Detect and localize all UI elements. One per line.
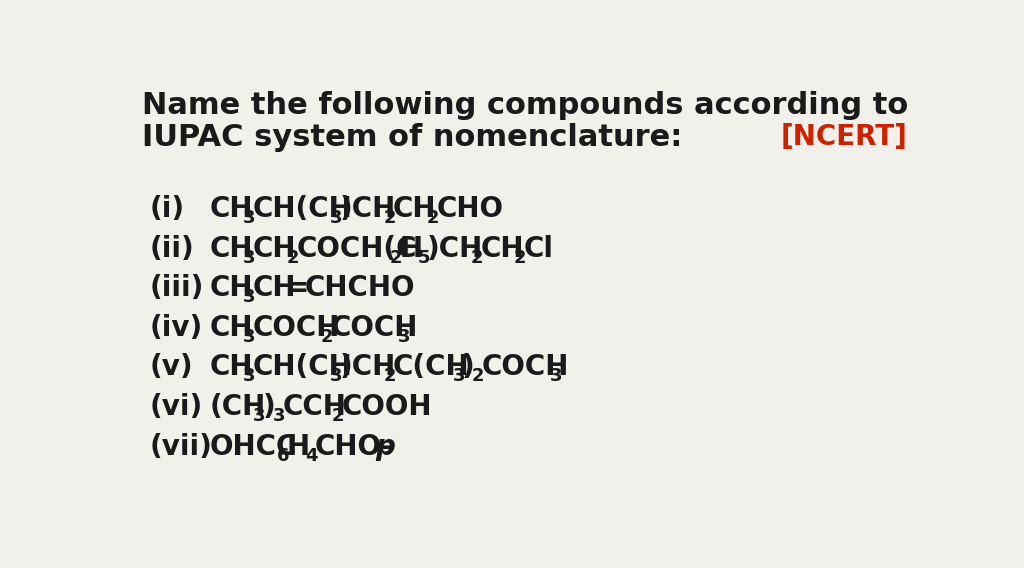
Text: 3: 3: [243, 209, 256, 227]
Text: 3: 3: [398, 328, 411, 346]
Text: ): ): [462, 353, 475, 382]
Text: CH(CH: CH(CH: [253, 195, 352, 223]
Text: p: p: [376, 433, 395, 461]
Text: CH: CH: [209, 353, 253, 382]
Text: H: H: [287, 433, 310, 461]
Text: CHCHO: CHCHO: [304, 274, 415, 302]
Text: CH: CH: [209, 195, 253, 223]
Text: C(CH: C(CH: [393, 353, 470, 382]
Text: CH(CH: CH(CH: [253, 353, 352, 382]
Text: )CH: )CH: [340, 195, 396, 223]
Text: 3: 3: [243, 367, 256, 386]
Text: (ii): (ii): [150, 235, 195, 262]
Text: 2: 2: [332, 407, 344, 425]
Text: [NCERT]: [NCERT]: [780, 123, 907, 151]
Text: 3: 3: [550, 367, 562, 386]
Text: (vi): (vi): [150, 393, 203, 421]
Text: CHO-: CHO-: [314, 433, 393, 461]
Text: (i): (i): [150, 195, 184, 223]
Text: (v): (v): [150, 353, 194, 382]
Text: ): ): [263, 393, 275, 421]
Text: H: H: [399, 235, 422, 262]
Text: 2: 2: [383, 367, 396, 386]
Text: COCH(C: COCH(C: [296, 235, 417, 262]
Text: COCH: COCH: [330, 314, 418, 342]
Text: )CH: )CH: [427, 235, 483, 262]
Text: COOH: COOH: [341, 393, 432, 421]
Text: (vii): (vii): [150, 433, 213, 461]
Text: (iii): (iii): [150, 274, 204, 302]
Text: 2: 2: [427, 209, 439, 227]
Text: 2: 2: [321, 328, 333, 346]
Text: 3: 3: [272, 407, 285, 425]
Text: CH: CH: [393, 195, 436, 223]
Text: 3: 3: [243, 288, 256, 306]
Text: 3: 3: [243, 328, 256, 346]
Text: 5: 5: [417, 249, 430, 266]
Text: CH: CH: [209, 235, 253, 262]
Text: CH: CH: [253, 235, 296, 262]
Text: CH: CH: [253, 274, 296, 302]
Text: COCH: COCH: [253, 314, 340, 342]
Text: CH: CH: [209, 274, 253, 302]
Text: =: =: [287, 274, 310, 302]
Text: 3: 3: [330, 367, 343, 386]
Text: (CH: (CH: [209, 393, 265, 421]
Text: 2: 2: [514, 249, 526, 266]
Text: )CH: )CH: [340, 353, 396, 382]
Text: 6: 6: [278, 446, 290, 465]
Text: 3: 3: [243, 249, 256, 266]
Text: 2: 2: [389, 249, 402, 266]
Text: 2: 2: [287, 249, 299, 266]
Text: CCH: CCH: [283, 393, 346, 421]
Text: 4: 4: [305, 446, 317, 465]
Text: 2: 2: [472, 367, 484, 386]
Text: (iv): (iv): [150, 314, 203, 342]
Text: IUPAC system of nomenclature:: IUPAC system of nomenclature:: [142, 123, 682, 152]
Text: Name the following compounds according to: Name the following compounds according t…: [142, 91, 908, 120]
Text: 2: 2: [470, 249, 483, 266]
Text: COCH: COCH: [481, 353, 569, 382]
Text: Cl: Cl: [523, 235, 554, 262]
Text: 3: 3: [253, 407, 265, 425]
Text: CH: CH: [209, 314, 253, 342]
Text: 3: 3: [453, 367, 465, 386]
Text: CHO: CHO: [436, 195, 504, 223]
Text: CH: CH: [480, 235, 523, 262]
Text: OHCC: OHCC: [209, 433, 297, 461]
Text: 2: 2: [383, 209, 396, 227]
Text: 3: 3: [330, 209, 343, 227]
